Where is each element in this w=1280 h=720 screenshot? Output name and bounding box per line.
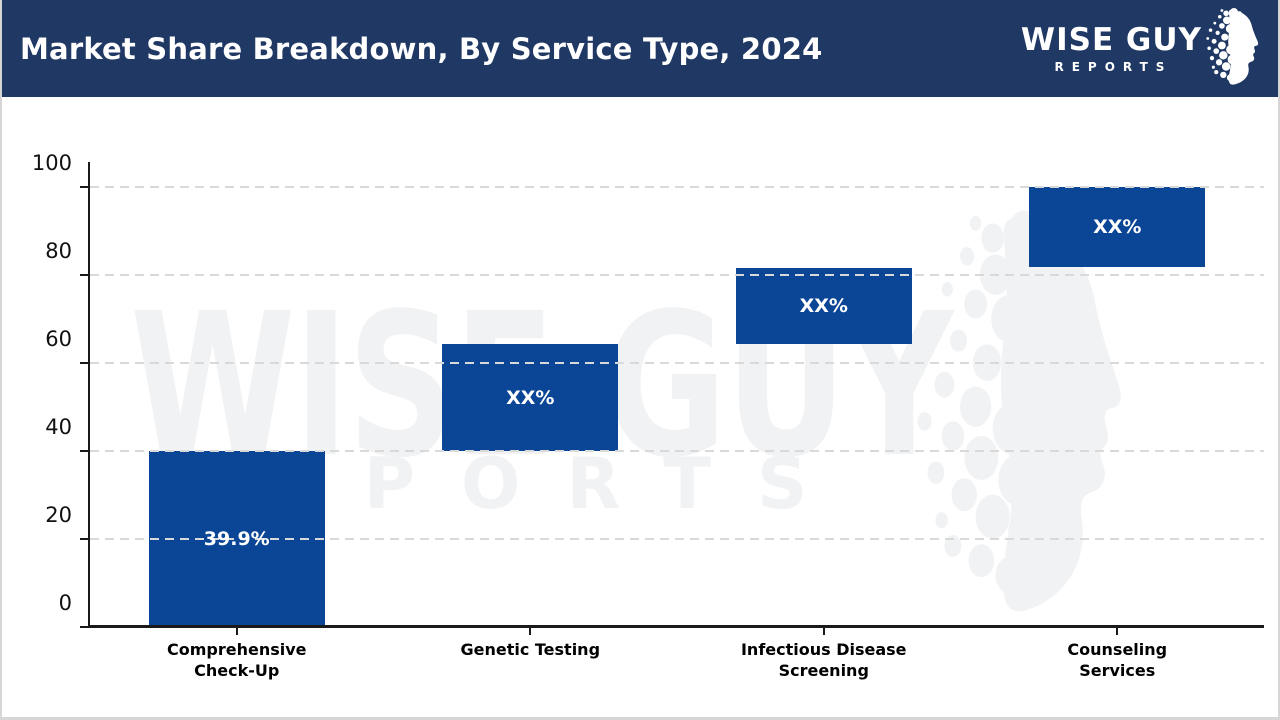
category-label: Genetic Testing [460, 640, 601, 659]
page-title: Market Share Breakdown, By Service Type,… [20, 31, 823, 66]
y-tick-mark [80, 538, 90, 540]
x-tick-mark [235, 627, 238, 635]
gridline [90, 186, 1264, 188]
wise-guy-logo: WISE GUY REPORTS [1021, 7, 1280, 91]
header-bar: Market Share Breakdown, By Service Type,… [2, 0, 1280, 97]
wise-guy-head-icon [1190, 7, 1268, 91]
x-tick-mark [1116, 627, 1119, 635]
gridline [90, 362, 1264, 365]
x-axis-line [88, 625, 1264, 628]
category-label: Counseling Services [1067, 640, 1168, 680]
bar-value-label: 39.9% [203, 528, 270, 550]
y-tick-mark [80, 450, 90, 452]
y-tick-label: 80 [45, 239, 72, 263]
logo-subtitle: REPORTS [1054, 59, 1173, 74]
y-tick-label: 20 [45, 503, 72, 527]
y-tick-label: 0 [58, 591, 72, 615]
bar-value-label: XX% [506, 386, 555, 409]
bar [442, 344, 619, 451]
logo-wordmark: WISE GUY [1020, 21, 1202, 58]
y-tick-label: 100 [31, 151, 72, 175]
x-tick-mark [822, 627, 825, 635]
y-tick-label: 40 [45, 415, 72, 439]
plot-area: 0 20 40 60 80 100 39.9% Comprehensive Check-Up X… [32, 151, 1264, 680]
category-label: Comprehensive Check-Up [166, 640, 307, 680]
gridline [90, 274, 1264, 276]
bar [735, 267, 912, 344]
x-tick-mark [529, 627, 532, 635]
category-label: Infectious Disease Screening [740, 640, 907, 680]
y-tick-mark [80, 186, 90, 188]
gridline [90, 538, 1264, 540]
y-tick-label: 60 [45, 327, 72, 352]
bar-value-label: XX% [1093, 216, 1142, 239]
bar-value-label: XX% [799, 294, 848, 317]
y-axis-line [88, 162, 90, 628]
chart-area: WISE GUY REPORTS 0 20 40 60 80 100 39.9% Compre… [2, 97, 1278, 717]
gridline [90, 450, 1264, 452]
y-tick-mark [80, 626, 90, 628]
y-tick-mark [80, 274, 90, 276]
logo-text: WISE GUY REPORTS [1020, 21, 1202, 74]
y-tick-mark [80, 362, 90, 365]
